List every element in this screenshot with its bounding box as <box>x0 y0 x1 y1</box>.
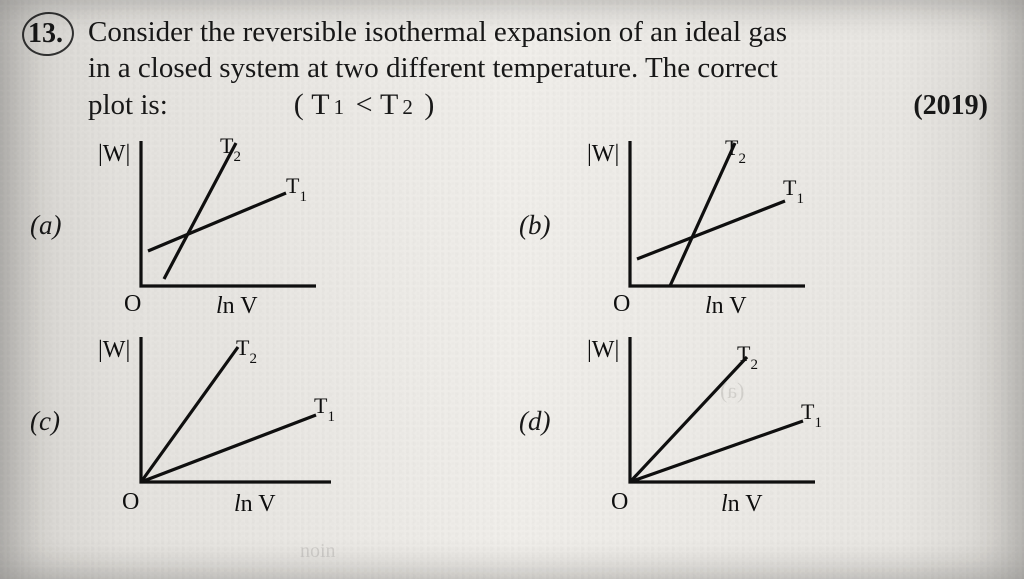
x-axis-label: ln V <box>216 293 258 319</box>
question-line-3: plot is: ( T1 < T2 ) (2019) <box>88 87 996 123</box>
y-axis-label: |W| <box>98 337 130 363</box>
option-b-chart: |W| O ln V T2 T1 <box>575 131 835 321</box>
option-c-chart: |W| O ln V T2 T1 <box>86 327 346 517</box>
t1-label: T1 <box>286 173 307 205</box>
ghost-text-2: noin <box>300 540 336 563</box>
axes: |W| O ln V <box>98 337 331 517</box>
question-line-1: Consider the reversible isothermal expan… <box>88 14 996 50</box>
x-axis-label: ln V <box>721 491 763 517</box>
option-a-chart: |W| O ln V T2 T1 <box>86 131 346 321</box>
t2-label: T2 <box>236 335 257 367</box>
option-d-label: (d) <box>519 406 567 437</box>
origin-label: O <box>611 489 628 515</box>
options-grid: (a) |W| O ln V T2 T1 (b) <box>28 131 996 517</box>
series-t2 <box>164 143 236 279</box>
axes: |W| O ln V <box>587 337 815 517</box>
exam-year: (2019) <box>913 90 996 122</box>
t1-label: T1 <box>801 399 822 431</box>
series-t2 <box>670 143 735 286</box>
option-b-label: (b) <box>519 210 567 241</box>
series: T2 T1 <box>141 335 335 482</box>
origin-label: O <box>613 291 630 317</box>
series: T2 T1 <box>637 135 804 286</box>
x-axis-label: ln V <box>705 293 747 319</box>
y-axis-label: |W| <box>98 141 130 167</box>
series-t1 <box>148 193 286 251</box>
axes: |W| O ln V <box>98 141 316 319</box>
option-d-chart: |W| O ln V T2 T1 <box>575 327 835 517</box>
series-t1 <box>630 421 803 482</box>
series-t1 <box>637 201 785 259</box>
option-c-label: (c) <box>30 406 78 437</box>
y-axis-label: |W| <box>587 141 619 167</box>
series: T2 T1 <box>148 133 307 279</box>
t1-label: T1 <box>783 175 804 207</box>
question-row: 13. Consider the reversible isothermal e… <box>28 14 996 123</box>
t1-label: T1 <box>314 393 335 425</box>
series-t2 <box>630 357 747 482</box>
t2-label: T2 <box>725 135 746 167</box>
option-a-label: (a) <box>30 210 78 241</box>
question-text: Consider the reversible isothermal expan… <box>88 14 996 123</box>
origin-label: O <box>122 489 139 515</box>
x-axis-label: ln V <box>234 491 276 517</box>
t2-label: T2 <box>737 341 758 373</box>
y-axis-label: |W| <box>587 337 619 363</box>
series-t1 <box>141 415 316 482</box>
option-c: (c) |W| O ln V T2 T1 <box>30 327 507 517</box>
option-d: (d) |W| O ln V T2 T1 <box>519 327 996 517</box>
t2-label: T2 <box>220 133 241 165</box>
series: T2 T1 <box>630 341 822 482</box>
question-line-2: in a closed system at two different temp… <box>88 50 996 86</box>
temperature-constraint: ( T1 < T2 ) <box>294 88 435 122</box>
question-number-wrap: 13. <box>28 14 78 48</box>
plot-is-text: plot is: <box>88 87 168 123</box>
origin-label: O <box>124 291 141 317</box>
page: 13. Consider the reversible isothermal e… <box>0 0 1024 579</box>
option-b: (b) |W| O ln V T2 T1 <box>519 131 996 321</box>
option-a: (a) |W| O ln V T2 T1 <box>30 131 507 321</box>
